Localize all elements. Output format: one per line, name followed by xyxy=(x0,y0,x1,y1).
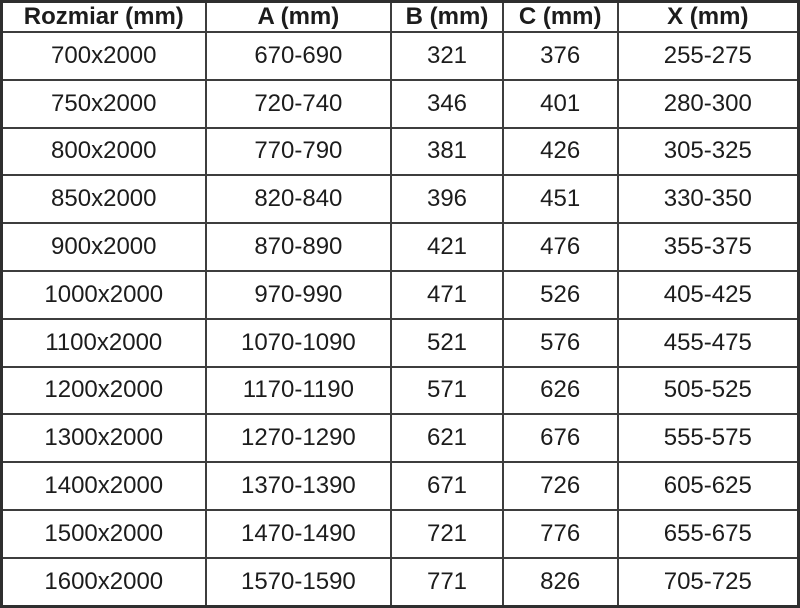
table-cell: 820-840 xyxy=(204,174,393,225)
table-cell: 770-790 xyxy=(204,126,393,177)
table-cell: 355-375 xyxy=(616,222,800,272)
table-cell: 401 xyxy=(501,78,619,129)
table-cell: 750x2000 xyxy=(0,78,207,129)
column-header: B (mm) xyxy=(390,0,504,33)
table-cell: 671 xyxy=(390,461,504,511)
table-cell: 700x2000 xyxy=(0,31,207,81)
table-cell: 621 xyxy=(390,413,504,464)
table-cell: 1070-1090 xyxy=(204,317,393,368)
table-cell: 476 xyxy=(501,222,619,272)
table-cell: 426 xyxy=(501,126,619,177)
table-cell: 451 xyxy=(501,174,619,225)
table-cell: 1370-1390 xyxy=(204,461,393,511)
table-cell: 321 xyxy=(390,31,504,81)
table-cell: 471 xyxy=(390,269,504,320)
table-cell: 1170-1190 xyxy=(204,365,393,416)
table-cell: 970-990 xyxy=(204,269,393,320)
table-cell: 576 xyxy=(501,317,619,368)
table-row: 850x2000 820-840 396 451 330-350 xyxy=(0,174,800,225)
table-row: 1600x2000 1570-1590 771 826 705-725 xyxy=(0,556,800,608)
table-cell: 670-690 xyxy=(204,31,393,81)
table-cell: 526 xyxy=(501,269,619,320)
column-header: X (mm) xyxy=(616,0,800,33)
table-cell: 1600x2000 xyxy=(0,556,207,608)
table-cell: 605-625 xyxy=(616,461,800,511)
table-cell: 521 xyxy=(390,317,504,368)
table-cell: 1500x2000 xyxy=(0,508,207,559)
table-cell: 346 xyxy=(390,78,504,129)
table-cell: 1570-1590 xyxy=(204,556,393,608)
table-cell: 305-325 xyxy=(616,126,800,177)
table-cell: 376 xyxy=(501,31,619,81)
column-header: Rozmiar (mm) xyxy=(0,0,207,33)
table-cell: 571 xyxy=(390,365,504,416)
header-row: Rozmiar (mm) A (mm) B (mm) C (mm) X (mm) xyxy=(0,0,800,33)
table-cell: 396 xyxy=(390,174,504,225)
table-cell: 826 xyxy=(501,556,619,608)
table-cell: 455-475 xyxy=(616,317,800,368)
table-row: 1100x2000 1070-1090 521 576 455-475 xyxy=(0,317,800,368)
table-row: 750x2000 720-740 346 401 280-300 xyxy=(0,78,800,129)
spec-table-body: 700x2000 670-690 321 376 255-275 750x2000 720-… xyxy=(0,31,800,608)
table-cell: 1400x2000 xyxy=(0,461,207,511)
table-cell: 705-725 xyxy=(616,556,800,608)
spec-table-head: Rozmiar (mm) A (mm) B (mm) C (mm) X (mm) xyxy=(0,0,800,33)
table-cell: 850x2000 xyxy=(0,174,207,225)
table-cell: 1470-1490 xyxy=(204,508,393,559)
table-cell: 721 xyxy=(390,508,504,559)
table-cell: 1300x2000 xyxy=(0,413,207,464)
table-cell: 1200x2000 xyxy=(0,365,207,416)
table-row: 1300x2000 1270-1290 621 676 555-575 xyxy=(0,413,800,464)
table-row: 1000x2000 970-990 471 526 405-425 xyxy=(0,269,800,320)
column-header: A (mm) xyxy=(204,0,393,33)
table-cell: 776 xyxy=(501,508,619,559)
table-cell: 255-275 xyxy=(616,31,800,81)
table-cell: 555-575 xyxy=(616,413,800,464)
column-header: C (mm) xyxy=(501,0,619,33)
table-row: 1400x2000 1370-1390 671 726 605-625 xyxy=(0,461,800,511)
table-cell: 330-350 xyxy=(616,174,800,225)
table-cell: 870-890 xyxy=(204,222,393,272)
table-row: 900x2000 870-890 421 476 355-375 xyxy=(0,222,800,272)
table-row: 1500x2000 1470-1490 721 776 655-675 xyxy=(0,508,800,559)
table-cell: 676 xyxy=(501,413,619,464)
table-row: 800x2000 770-790 381 426 305-325 xyxy=(0,126,800,177)
table-cell: 381 xyxy=(390,126,504,177)
table-cell: 280-300 xyxy=(616,78,800,129)
table-cell: 726 xyxy=(501,461,619,511)
table-cell: 720-740 xyxy=(204,78,393,129)
table-cell: 505-525 xyxy=(616,365,800,416)
table-cell: 626 xyxy=(501,365,619,416)
table-cell: 800x2000 xyxy=(0,126,207,177)
table-cell: 900x2000 xyxy=(0,222,207,272)
table-cell: 421 xyxy=(390,222,504,272)
table-cell: 405-425 xyxy=(616,269,800,320)
table-cell: 771 xyxy=(390,556,504,608)
table-cell: 1100x2000 xyxy=(0,317,207,368)
table-row: 1200x2000 1170-1190 571 626 505-525 xyxy=(0,365,800,416)
table-cell: 1270-1290 xyxy=(204,413,393,464)
table-row: 700x2000 670-690 321 376 255-275 xyxy=(0,31,800,81)
table-cell: 1000x2000 xyxy=(0,269,207,320)
table-cell: 655-675 xyxy=(616,508,800,559)
